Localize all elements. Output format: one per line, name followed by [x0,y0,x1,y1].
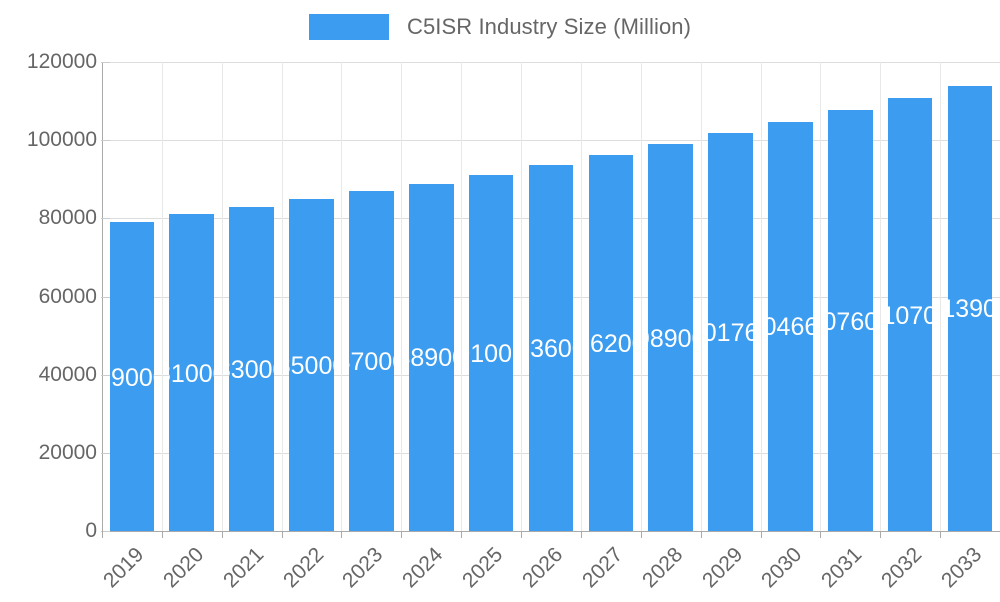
x-tick-mark [701,531,702,538]
x-axis-tick-label: 2022 [278,543,328,593]
x-axis-tick-label: 2027 [577,543,628,593]
x-tick-mark [641,531,642,538]
gridline [102,62,1000,63]
bar-value-label: 91000 [469,340,514,369]
y-tick-mark [101,296,110,298]
x-tick-mark [940,531,941,538]
category-separator [162,62,163,531]
x-tick-mark [401,531,402,538]
bar[interactable]: 113900 [947,85,993,531]
bar-value-label: 83000 [229,355,274,384]
x-tick-mark [282,531,283,538]
x-tick-mark [162,531,163,538]
x-axis-tick-label: 2032 [877,543,927,593]
bar[interactable]: 101760 [708,133,753,531]
x-axis-tick-label: 2030 [757,543,807,593]
bar[interactable]: 81000 [169,214,215,531]
category-separator [761,62,762,531]
plot-area: 0 20000 40000 60000 80000 100000 120000 79000 8… [27,50,1000,542]
y-tick-mark [101,62,110,63]
bar-value-label: 107600 [828,307,873,336]
x-axis-line [102,531,1000,532]
category-separator [880,62,881,531]
category-separator [521,62,522,531]
x-tick-mark [461,531,462,538]
bar[interactable]: 91000 [468,175,514,531]
x-tick-mark [102,531,103,538]
x-tick-mark [761,531,762,538]
y-axis-tick-label: 40000 [38,362,97,386]
bar-value-label: 113900 [947,295,993,324]
gridline [102,140,1000,142]
chart-legend: C5ISR Industry Size (Million) [0,14,1000,40]
y-tick-mark [101,452,110,454]
x-axis-tick-label: 2025 [458,543,508,593]
bar-value-label: 98900 [648,324,693,353]
x-axis-tick-label: 2020 [158,543,209,593]
bar[interactable]: 87000 [349,190,394,531]
bar-value-label: 104660 [768,313,813,342]
y-axis-tick-label: 100000 [26,128,97,152]
x-axis-tick-label: 2023 [338,543,388,593]
bar[interactable]: 104660 [768,121,813,531]
legend-swatch-icon[interactable] [308,14,389,40]
bar[interactable]: 79000 [109,222,155,531]
y-axis-tick-label: 0 [85,519,97,542]
x-tick-mark [880,531,881,538]
category-separator [282,62,283,531]
bar[interactable]: 93600 [528,165,574,531]
x-tick-mark [222,531,223,538]
y-tick-mark [101,374,110,376]
x-axis-tick-label: 2019 [98,543,149,593]
bar-value-label: 96200 [589,330,634,359]
bar-value-label: 88900 [409,344,454,373]
x-axis-tick-label: 2028 [637,543,687,593]
x-axis-tick-label: 2021 [218,543,268,593]
bar-value-label: 101760 [708,319,753,348]
category-separator [461,62,462,531]
bar[interactable]: 107600 [828,110,873,531]
bar-value-label: 110700 [887,301,933,330]
bar[interactable]: 88900 [408,183,454,531]
y-axis-tick-label: 120000 [26,50,97,73]
bar[interactable]: 85000 [289,198,334,531]
category-separator [820,62,821,531]
x-tick-mark [341,531,342,538]
x-axis-tick-label: 2031 [817,543,867,593]
bar-value-label: 81000 [169,359,214,388]
x-tick-mark [581,531,582,538]
category-separator [581,62,582,531]
x-axis-tick-label: 2029 [697,543,747,593]
category-separator [222,62,223,531]
y-axis-tick-label: 80000 [38,206,97,230]
legend-series-label[interactable]: C5ISR Industry Size (Million) [406,14,692,39]
y-axis-tick-label: 60000 [38,284,97,308]
y-axis-tick-label: 20000 [38,440,97,464]
bar-value-label: 87000 [349,348,394,376]
y-tick-mark [101,218,110,220]
y-tick-mark [101,140,110,142]
x-axis-tick-label: 2024 [398,543,448,593]
bar[interactable]: 98900 [648,144,694,531]
category-separator [641,62,642,531]
category-separator [401,62,402,531]
x-tick-mark [820,531,821,538]
bar-value-label: 93600 [529,335,574,364]
bar[interactable]: 110700 [887,98,933,531]
bar[interactable]: 96200 [588,155,634,531]
x-tick-mark [521,531,522,538]
bar-value-label: 85000 [289,351,334,380]
x-axis-tick-label: 2026 [517,543,568,593]
bar[interactable]: 83000 [229,206,274,531]
category-separator [701,62,702,531]
y-tick-mark [101,531,110,532]
category-separator [341,62,342,531]
bar-value-label: 79000 [110,363,155,392]
category-separator [940,62,941,531]
x-axis-tick-label: 2033 [937,543,987,593]
